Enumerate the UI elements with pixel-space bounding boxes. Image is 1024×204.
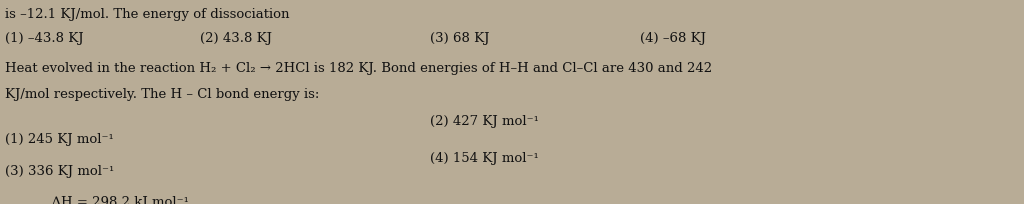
- Text: (2) 427 KJ mol⁻¹: (2) 427 KJ mol⁻¹: [430, 115, 539, 128]
- Text: (3) 68 KJ: (3) 68 KJ: [430, 32, 489, 45]
- Text: (1) –43.8 KJ: (1) –43.8 KJ: [5, 32, 84, 45]
- Text: Heat evolved in the reaction H₂ + Cl₂ → 2HCl is 182 KJ. Bond energies of H–H and: Heat evolved in the reaction H₂ + Cl₂ → …: [5, 62, 712, 75]
- Text: KJ/mol respectively. The H – Cl bond energy is:: KJ/mol respectively. The H – Cl bond ene…: [5, 88, 319, 101]
- Text: ∆H = 298.2 kJ mol⁻¹: ∆H = 298.2 kJ mol⁻¹: [5, 196, 188, 204]
- Text: (3) 336 KJ mol⁻¹: (3) 336 KJ mol⁻¹: [5, 165, 115, 178]
- Text: (2) 43.8 KJ: (2) 43.8 KJ: [200, 32, 272, 45]
- Text: is –12.1 KJ/mol. The energy of dissociation: is –12.1 KJ/mol. The energy of dissociat…: [5, 8, 290, 21]
- Text: (4) –68 KJ: (4) –68 KJ: [640, 32, 706, 45]
- Text: (4) 154 KJ mol⁻¹: (4) 154 KJ mol⁻¹: [430, 152, 539, 165]
- Text: (1) 245 KJ mol⁻¹: (1) 245 KJ mol⁻¹: [5, 133, 114, 146]
